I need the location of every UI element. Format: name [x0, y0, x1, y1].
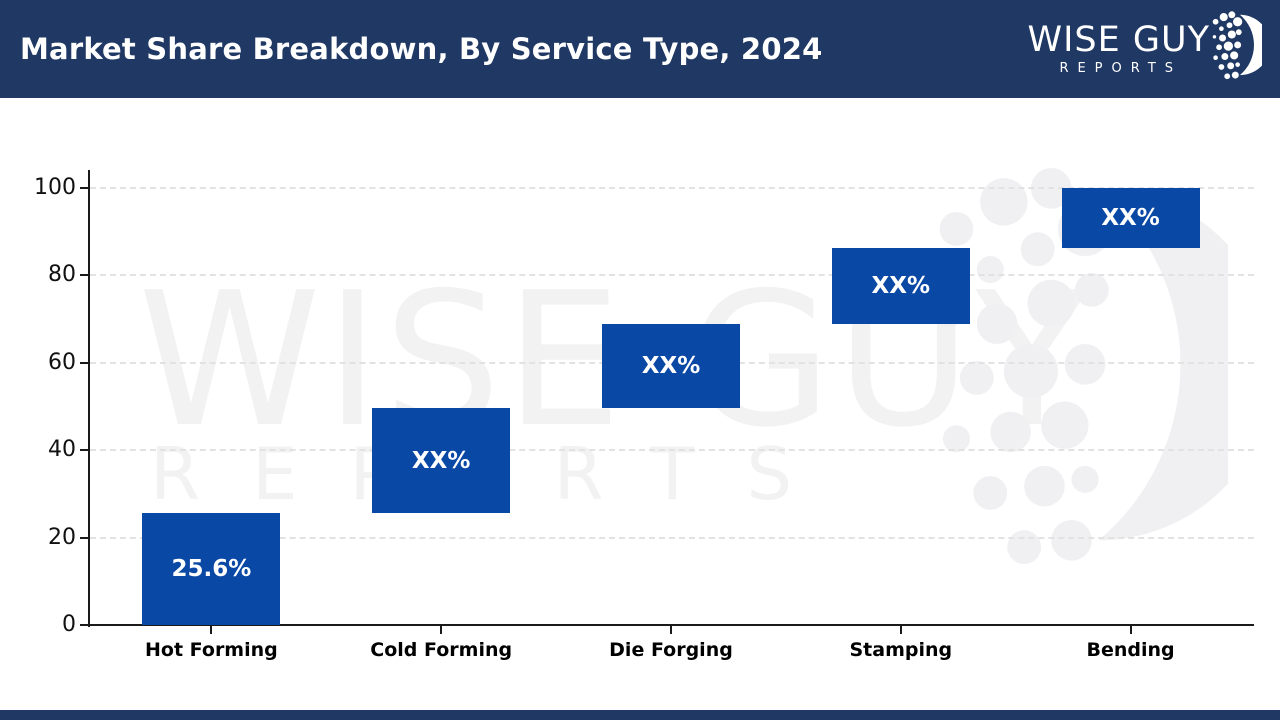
x-axis-label-hot-forming: Hot Forming: [145, 639, 278, 661]
logo-face-icon: [1212, 11, 1262, 80]
y-tick-100: [80, 186, 89, 189]
x-tick-bending: [1129, 626, 1132, 634]
y-tick-60: [80, 361, 89, 364]
x-tick-stamping: [899, 626, 902, 634]
y-tick-label-20: 20: [48, 524, 76, 550]
bar-die-forging: XX%: [602, 324, 740, 408]
x-axis-label-cold-forming: Cold Forming: [370, 639, 513, 661]
wise-guy-logo: WISE GUY REPORTS: [1027, 11, 1262, 87]
bar-value-label-stamping: XX%: [871, 272, 931, 299]
x-axis-line: [88, 624, 1254, 626]
logo-subtext: REPORTS: [1059, 60, 1183, 76]
y-tick-20: [80, 536, 89, 539]
bar-bending: XX%: [1061, 187, 1200, 248]
gridline-100: [90, 186, 1254, 189]
page-title: Market Share Breakdown, By Service Type,…: [20, 32, 823, 66]
y-tick-label-100: 100: [34, 174, 76, 200]
bar-value-label-cold-forming: XX%: [411, 447, 471, 474]
gridline-20: [90, 536, 1254, 539]
bar-hot-forming: 25.6%: [142, 513, 281, 625]
bar-stamping: XX%: [831, 247, 970, 324]
bar-value-label-die-forging: XX%: [641, 353, 701, 379]
footer-bar: [0, 710, 1280, 720]
x-axis-label-die-forging: Die Forging: [609, 639, 733, 661]
gridline-40: [90, 449, 1254, 451]
x-axis-label-bending: Bending: [1086, 639, 1175, 661]
gridline-80: [90, 274, 1254, 276]
x-tick-cold-forming: [440, 626, 443, 634]
logo-wordmark: WISE GUY: [1027, 19, 1210, 60]
y-tick-80: [80, 274, 89, 276]
x-tick-hot-forming: [210, 626, 213, 634]
y-tick-label-0: 0: [62, 612, 76, 637]
x-tick-die-forging: [670, 626, 672, 634]
y-tick-label-40: 40: [48, 437, 76, 462]
y-tick-label-80: 80: [48, 262, 76, 287]
bar-cold-forming: XX%: [372, 408, 511, 513]
y-tick-0: [80, 624, 89, 626]
y-tick-40: [80, 449, 89, 451]
bar-value-label-bending: XX%: [1101, 204, 1160, 231]
bar-value-label-hot-forming: 25.6%: [171, 556, 252, 582]
y-axis-line: [88, 170, 90, 627]
header-bar: Market Share Breakdown, By Service Type,…: [0, 0, 1280, 98]
y-tick-label-60: 60: [48, 349, 76, 375]
x-axis-label-stamping: Stamping: [849, 639, 953, 661]
